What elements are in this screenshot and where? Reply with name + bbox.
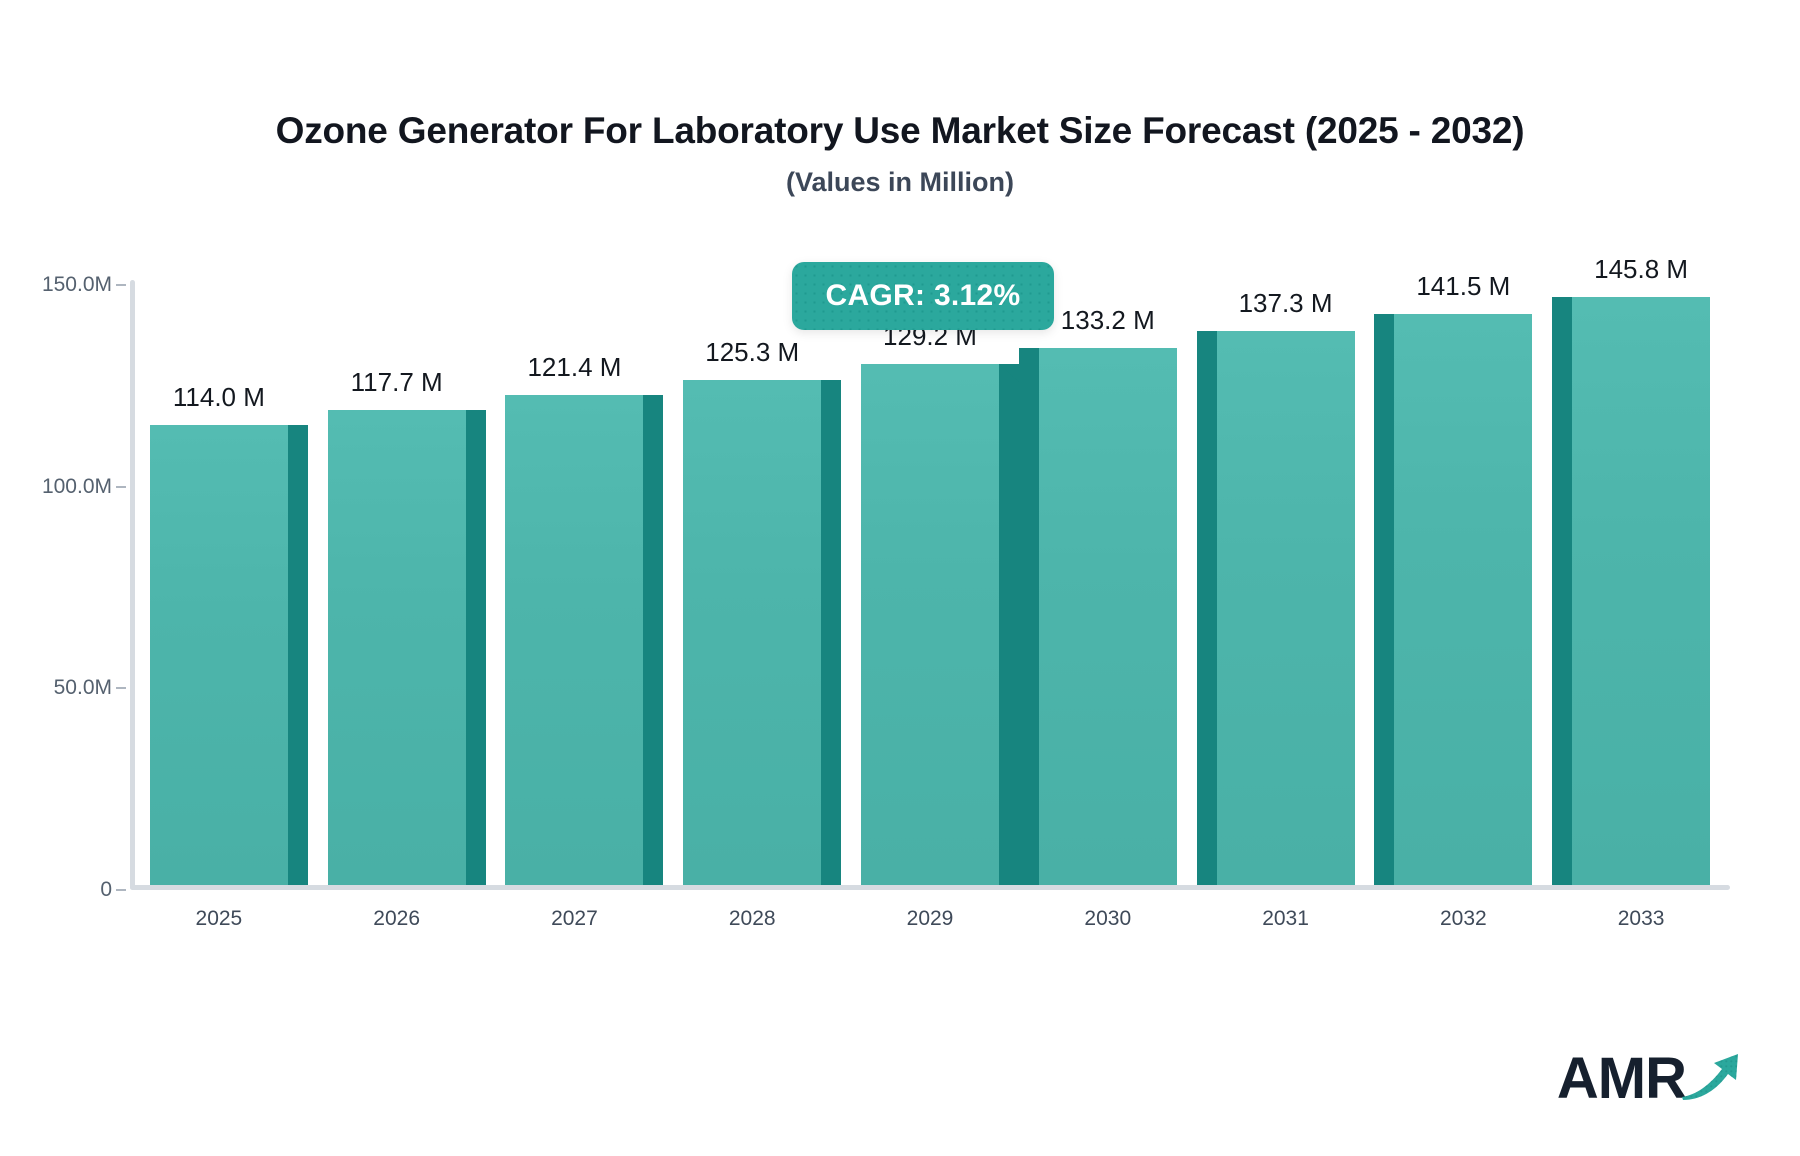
- bar-column: 145.8 M 2033: [1552, 254, 1711, 930]
- bar[interactable]: 114.0 M: [149, 382, 308, 885]
- bar-side-face: [821, 379, 842, 885]
- bar-value-label: 121.4 M: [527, 352, 622, 383]
- y-axis-tick-label: 100.0M: [41, 474, 112, 498]
- bar-top-bevel: [1018, 347, 1039, 366]
- bar[interactable]: 145.8 M: [1552, 254, 1711, 885]
- bar-front-face: [1572, 296, 1711, 885]
- logo-text: AMR: [1556, 1046, 1687, 1111]
- bar[interactable]: 117.7 M: [327, 367, 486, 885]
- cagr-badge: CAGR: 3.12%: [792, 262, 1054, 330]
- x-axis-tick-label: 2031: [1262, 907, 1309, 930]
- bar-column: 117.7 M 2026: [327, 280, 486, 930]
- bar-top-bevel: [1374, 314, 1395, 333]
- x-axis-tick-label: 2033: [1617, 907, 1665, 930]
- y-axis-tick-mark: [116, 889, 126, 891]
- bar[interactable]: 121.4 M: [505, 352, 664, 885]
- page-title: Ozone Generator For Laboratory Use Marke…: [275, 110, 1525, 151]
- bar-column: 125.3 M 2028: [683, 280, 842, 930]
- bar[interactable]: 125.3 M: [683, 337, 842, 885]
- bar-top-bevel: [1552, 296, 1573, 315]
- bar-side-face: [1196, 331, 1217, 885]
- bar-value-label: 125.3 M: [705, 336, 800, 367]
- bar-front-face: [505, 395, 644, 885]
- bar-column: 129.2 M 2029: [861, 280, 1019, 930]
- bar-top-bevel: [287, 425, 308, 444]
- bar-front-face: [1038, 347, 1177, 885]
- bar-column: 141.5 M 2032: [1374, 271, 1533, 930]
- bar-side-face: [465, 410, 486, 885]
- bar-side-face: [287, 425, 308, 885]
- x-axis-tick-label: 2032: [1439, 907, 1487, 930]
- x-axis-tick-label: 2026: [373, 907, 421, 930]
- page-subtitle: (Values in Million): [785, 167, 1015, 197]
- bar-value-label: 117.7 M: [350, 367, 443, 398]
- bar-top-bevel: [1196, 331, 1217, 350]
- bar-side-face: [1018, 347, 1039, 885]
- x-axis-tick-label: 2027: [551, 907, 598, 930]
- bar-value-label: 141.5 M: [1416, 271, 1511, 302]
- y-axis-tick-mark: [116, 687, 126, 690]
- trend-up-arrow-icon: [1680, 1045, 1742, 1106]
- y-axis-tick-label: 150.0M: [41, 273, 112, 296]
- bar-front-face: [327, 410, 466, 885]
- bar-value-label: 114.0 M: [172, 382, 265, 413]
- x-axis-line: [130, 885, 1730, 890]
- bar[interactable]: 133.2 M: [1018, 305, 1177, 885]
- amr-logo: AMR: [1557, 1045, 1742, 1108]
- bar-column: 133.2 M 2030: [1018, 280, 1177, 930]
- bar-side-face: [999, 363, 1019, 885]
- y-axis-tick-mark: [116, 284, 126, 286]
- y-axis-tick-mark: [116, 485, 126, 488]
- bar-front-face: [149, 425, 288, 885]
- bar[interactable]: 129.2 M: [861, 321, 1019, 885]
- bar-side-face: [1374, 314, 1395, 885]
- bar-series: 114.0 M 2025 117.7 M 2026 121.4 M 2027 125.3 M…: [130, 254, 1730, 930]
- x-axis-tick-label: 2028: [728, 907, 776, 930]
- bar-top-bevel: [465, 410, 486, 429]
- bar-value-label: 133.2 M: [1060, 304, 1155, 335]
- bar[interactable]: 137.3 M: [1196, 288, 1355, 885]
- chart-plot-area: 150.0M 100.0M 50.0M 0 114.0 M 2025 117.7 M 202…: [42, 254, 1730, 930]
- bar-value-label: 137.3 M: [1238, 288, 1333, 319]
- bar[interactable]: 141.5 M: [1374, 271, 1533, 885]
- bar-top-bevel: [643, 395, 664, 414]
- y-axis-tick-label: 50.0M: [53, 676, 112, 700]
- x-axis-tick-label: 2030: [1084, 907, 1132, 930]
- bar-side-face: [1552, 296, 1573, 885]
- bar-front-face: [683, 379, 822, 885]
- bar-front-face: [1394, 314, 1533, 885]
- bar-column: 114.0 M 2025: [149, 280, 308, 930]
- bar-top-bevel: [821, 379, 842, 398]
- bar-value-label: 145.8 M: [1594, 253, 1689, 284]
- y-axis-tick-label: 0: [100, 878, 112, 901]
- y-axis-line: [130, 280, 135, 890]
- bar-front-face: [861, 363, 999, 885]
- bar-front-face: [1216, 331, 1355, 885]
- bar-column: 121.4 M 2027: [505, 280, 664, 930]
- bar-top-bevel: [999, 363, 1019, 382]
- bar-side-face: [643, 395, 664, 885]
- x-axis-tick-label: 2029: [906, 907, 954, 930]
- x-axis-tick-label: 2025: [195, 907, 243, 930]
- bar-column: 137.3 M 2031: [1196, 280, 1355, 930]
